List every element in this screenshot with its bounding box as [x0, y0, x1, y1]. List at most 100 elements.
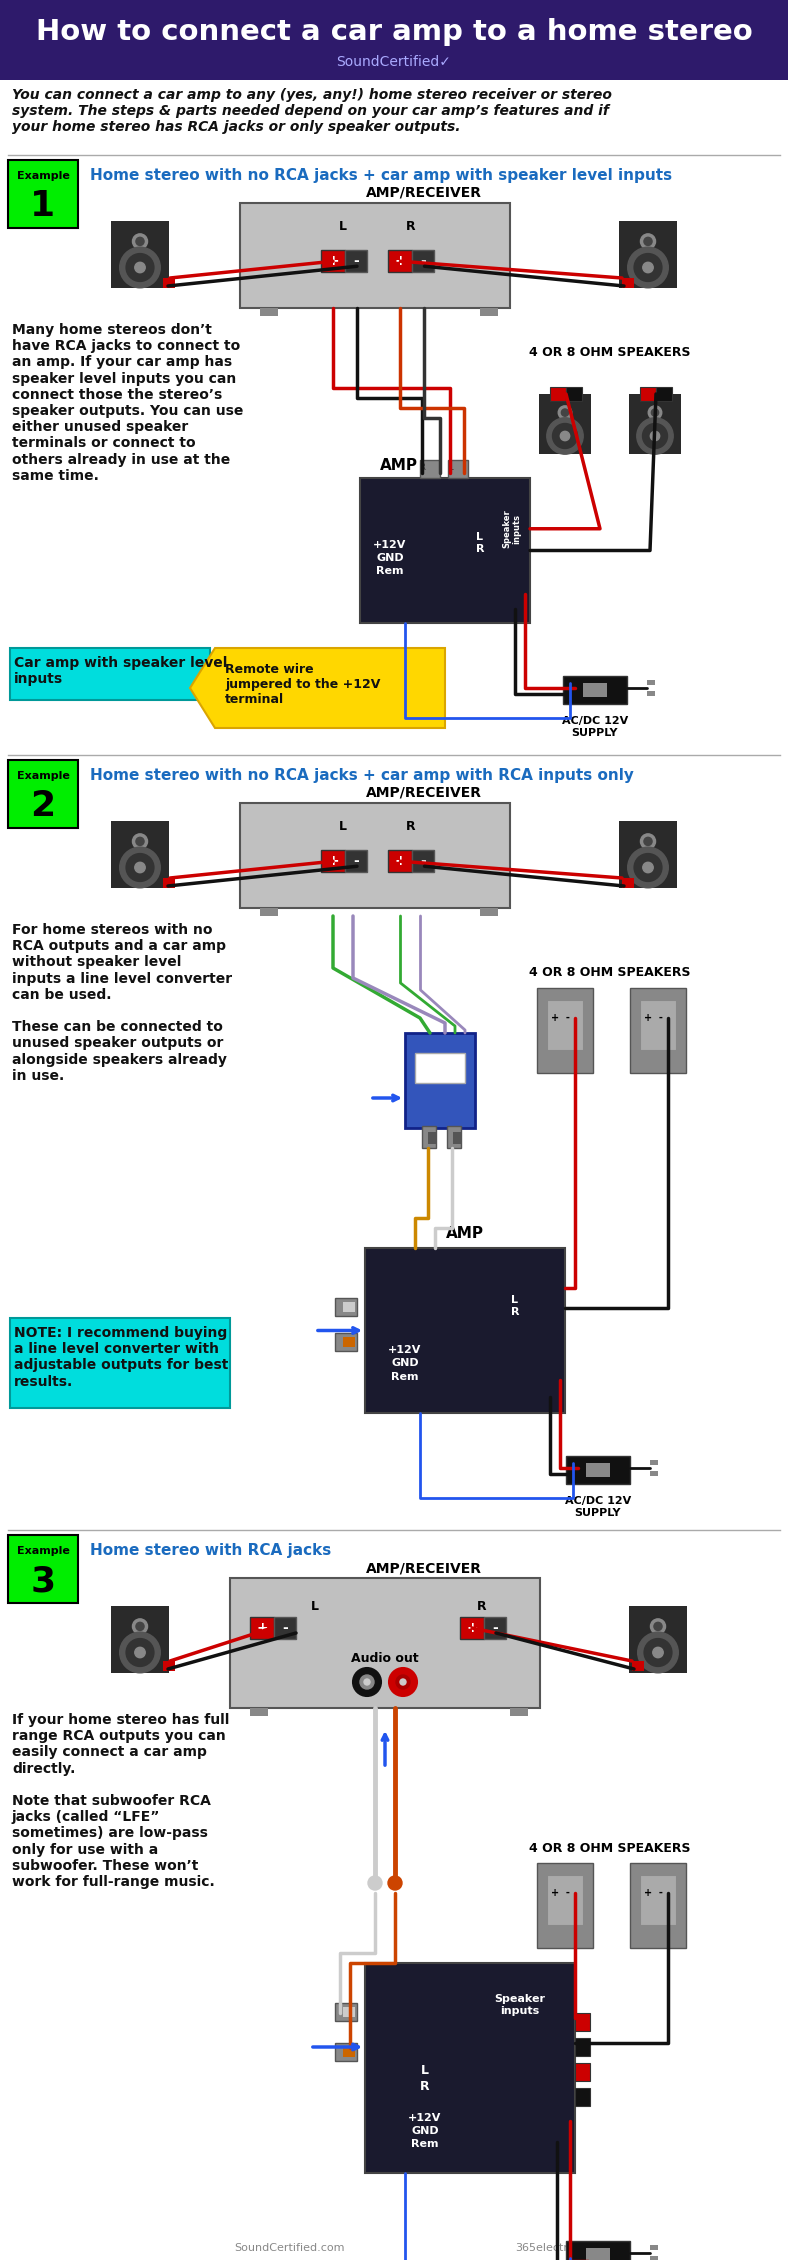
Bar: [629, 1607, 687, 1672]
Circle shape: [132, 1618, 147, 1634]
Circle shape: [644, 838, 652, 845]
Circle shape: [558, 407, 572, 420]
Bar: [650, 1460, 658, 1464]
Circle shape: [136, 838, 144, 845]
Bar: [365, 1248, 565, 1412]
Bar: [412, 251, 434, 271]
Text: Example: Example: [17, 172, 69, 181]
Text: AC/DC 12V
SUPPLY: AC/DC 12V SUPPLY: [562, 716, 628, 737]
Bar: [345, 850, 367, 872]
Bar: [547, 999, 583, 1051]
Bar: [547, 1876, 583, 1926]
Bar: [510, 1709, 528, 1715]
Text: -: -: [492, 1620, 498, 1634]
Bar: [365, 1964, 575, 2174]
Bar: [260, 307, 278, 316]
Circle shape: [641, 834, 656, 850]
Bar: [575, 2088, 590, 2106]
Text: L
R: L R: [511, 1295, 519, 1318]
Text: -: -: [353, 854, 359, 868]
Bar: [650, 2244, 658, 2251]
Bar: [630, 1862, 686, 1948]
Text: +: +: [466, 1620, 478, 1634]
Text: Home stereo with no RCA jacks + car amp with RCA inputs only: Home stereo with no RCA jacks + car amp …: [90, 768, 634, 782]
Circle shape: [389, 1668, 417, 1695]
Text: Remote wire
jumpered to the +12V
terminal: Remote wire jumpered to the +12V termina…: [225, 662, 381, 705]
Bar: [260, 909, 278, 915]
Bar: [448, 461, 468, 479]
Bar: [388, 850, 412, 872]
Bar: [335, 1333, 357, 1351]
Bar: [647, 692, 655, 696]
Text: +  -: + -: [551, 1012, 570, 1024]
Bar: [563, 676, 627, 705]
Circle shape: [364, 1679, 370, 1686]
Text: -: -: [282, 1620, 288, 1634]
Text: +: +: [327, 854, 339, 868]
Circle shape: [643, 262, 653, 273]
Bar: [656, 386, 672, 400]
Bar: [453, 1132, 461, 1144]
Bar: [240, 802, 510, 909]
Text: You can connect a car amp to any (yes, any!) home stereo receiver or stereo
syst: You can connect a car amp to any (yes, a…: [12, 88, 611, 133]
Bar: [575, 2063, 590, 2081]
Bar: [630, 988, 686, 1074]
Text: +: +: [256, 1620, 268, 1634]
Circle shape: [388, 1876, 402, 1889]
Text: 365electric.com: 365electric.com: [515, 2242, 605, 2253]
Bar: [428, 1132, 436, 1144]
Bar: [360, 479, 530, 624]
Circle shape: [135, 863, 145, 872]
Text: 4 OR 8 OHM SPEAKERS: 4 OR 8 OHM SPEAKERS: [530, 1842, 691, 1855]
Text: AMP: AMP: [380, 459, 418, 475]
Bar: [650, 2255, 658, 2260]
Text: +12V
GND
Rem: +12V GND Rem: [374, 540, 407, 576]
Text: R: R: [478, 1600, 487, 1614]
Bar: [343, 1302, 355, 1313]
Bar: [480, 307, 498, 316]
Circle shape: [547, 418, 583, 454]
Bar: [566, 1455, 630, 1485]
Circle shape: [637, 418, 673, 454]
Bar: [111, 221, 169, 287]
Bar: [629, 396, 681, 454]
Bar: [388, 251, 412, 271]
Bar: [647, 680, 655, 685]
Circle shape: [642, 423, 667, 447]
Circle shape: [644, 237, 652, 246]
Text: SoundCertified✓: SoundCertified✓: [336, 54, 452, 70]
Circle shape: [552, 423, 578, 447]
Circle shape: [135, 262, 145, 273]
Text: AMP/RECEIVER: AMP/RECEIVER: [366, 1562, 482, 1575]
Bar: [274, 1616, 296, 1638]
Circle shape: [652, 409, 659, 416]
Bar: [640, 999, 676, 1051]
Text: L
R: L R: [476, 533, 485, 554]
Text: L: L: [339, 219, 347, 233]
Bar: [537, 988, 593, 1074]
Text: If your home stereo has full
range RCA outputs you can
easily connect a car amp
: If your home stereo has full range RCA o…: [12, 1713, 229, 1889]
Circle shape: [644, 1638, 672, 1666]
Bar: [583, 683, 607, 696]
Circle shape: [360, 1675, 374, 1688]
Bar: [10, 649, 210, 701]
Bar: [240, 203, 510, 307]
Bar: [619, 221, 677, 287]
Bar: [415, 1053, 465, 1083]
Text: +: +: [395, 854, 407, 868]
Text: AC/DC 12V
SUPPLY: AC/DC 12V SUPPLY: [565, 1496, 631, 1519]
Text: Example: Example: [17, 1546, 69, 1555]
Text: Speaker
inputs: Speaker inputs: [502, 508, 522, 549]
Bar: [539, 396, 591, 454]
Circle shape: [126, 253, 154, 282]
Bar: [566, 2242, 630, 2260]
Circle shape: [400, 1679, 406, 1686]
Text: Car amp with speaker level
inputs: Car amp with speaker level inputs: [14, 655, 228, 687]
Text: L
R: L R: [420, 2063, 429, 2093]
Bar: [8, 759, 78, 827]
Text: For home stereos with no
RCA outputs and a car amp
without speaker level
inputs : For home stereos with no RCA outputs and…: [12, 922, 232, 1083]
Text: 2: 2: [31, 789, 56, 823]
Text: 4 OR 8 OHM SPEAKERS: 4 OR 8 OHM SPEAKERS: [530, 967, 691, 979]
Bar: [321, 850, 345, 872]
Text: 1: 1: [31, 190, 56, 224]
